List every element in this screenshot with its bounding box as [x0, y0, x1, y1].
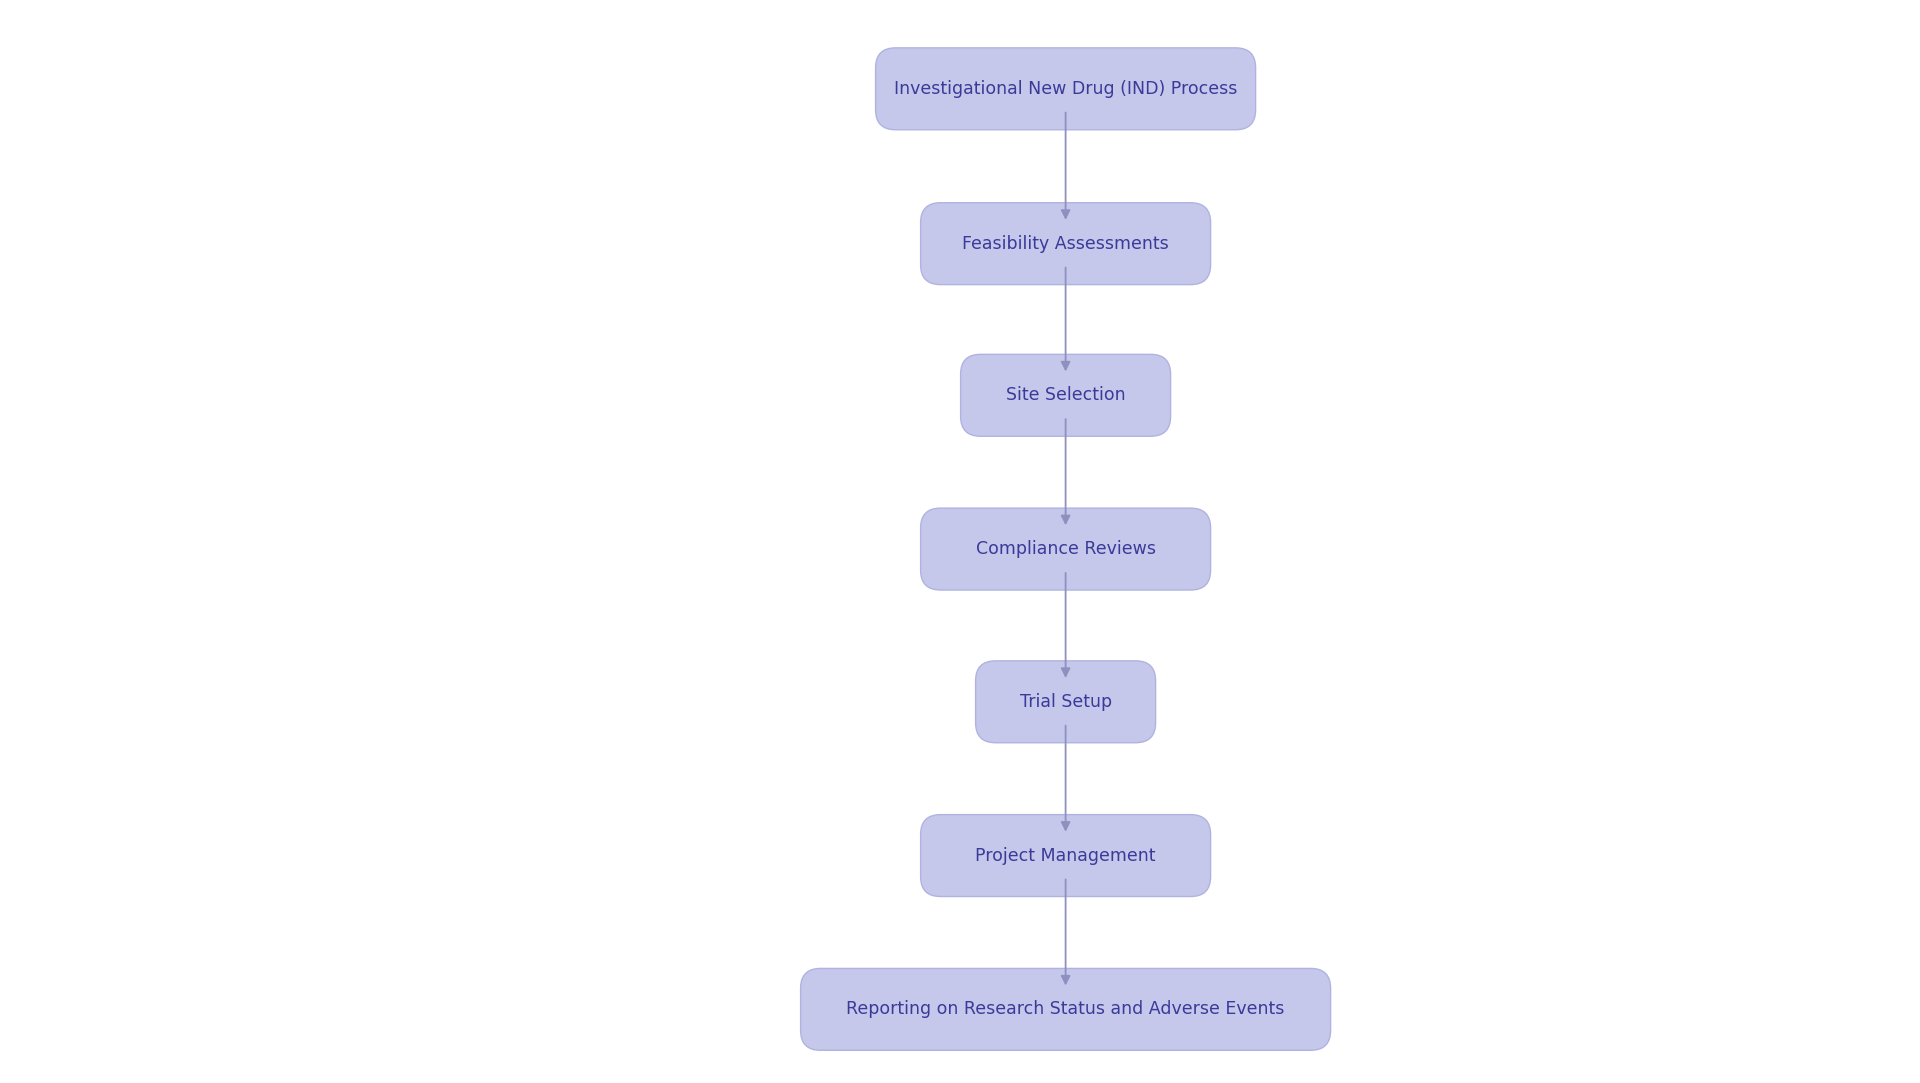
Text: Site Selection: Site Selection	[1006, 387, 1125, 404]
FancyBboxPatch shape	[960, 354, 1171, 436]
Text: Project Management: Project Management	[975, 847, 1156, 864]
Text: Investigational New Drug (IND) Process: Investigational New Drug (IND) Process	[895, 80, 1236, 97]
Text: Reporting on Research Status and Adverse Events: Reporting on Research Status and Adverse…	[847, 1001, 1284, 1018]
FancyBboxPatch shape	[920, 814, 1212, 897]
FancyBboxPatch shape	[975, 661, 1156, 743]
Text: Trial Setup: Trial Setup	[1020, 693, 1112, 710]
Text: Compliance Reviews: Compliance Reviews	[975, 540, 1156, 558]
FancyBboxPatch shape	[920, 203, 1212, 285]
FancyBboxPatch shape	[801, 968, 1331, 1051]
Text: Feasibility Assessments: Feasibility Assessments	[962, 235, 1169, 252]
FancyBboxPatch shape	[920, 508, 1212, 590]
FancyBboxPatch shape	[876, 48, 1256, 130]
